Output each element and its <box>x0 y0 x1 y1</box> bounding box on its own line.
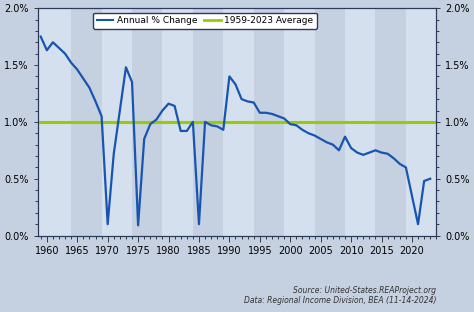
Bar <box>406 8 436 236</box>
Text: Source: United-States.REAProject.org
Data: Regional Income Division, BEA (11-14-: Source: United-States.REAProject.org Dat… <box>244 285 436 305</box>
Bar <box>71 8 101 236</box>
Bar <box>284 8 315 236</box>
Bar <box>163 8 193 236</box>
Bar <box>375 8 406 236</box>
Bar <box>254 8 284 236</box>
Bar <box>223 8 254 236</box>
Bar <box>41 8 71 236</box>
Bar <box>193 8 223 236</box>
Legend: Annual % Change, 1959-2023 Average: Annual % Change, 1959-2023 Average <box>93 13 317 29</box>
Bar <box>315 8 345 236</box>
Bar <box>345 8 375 236</box>
Bar <box>101 8 132 236</box>
Bar <box>132 8 163 236</box>
